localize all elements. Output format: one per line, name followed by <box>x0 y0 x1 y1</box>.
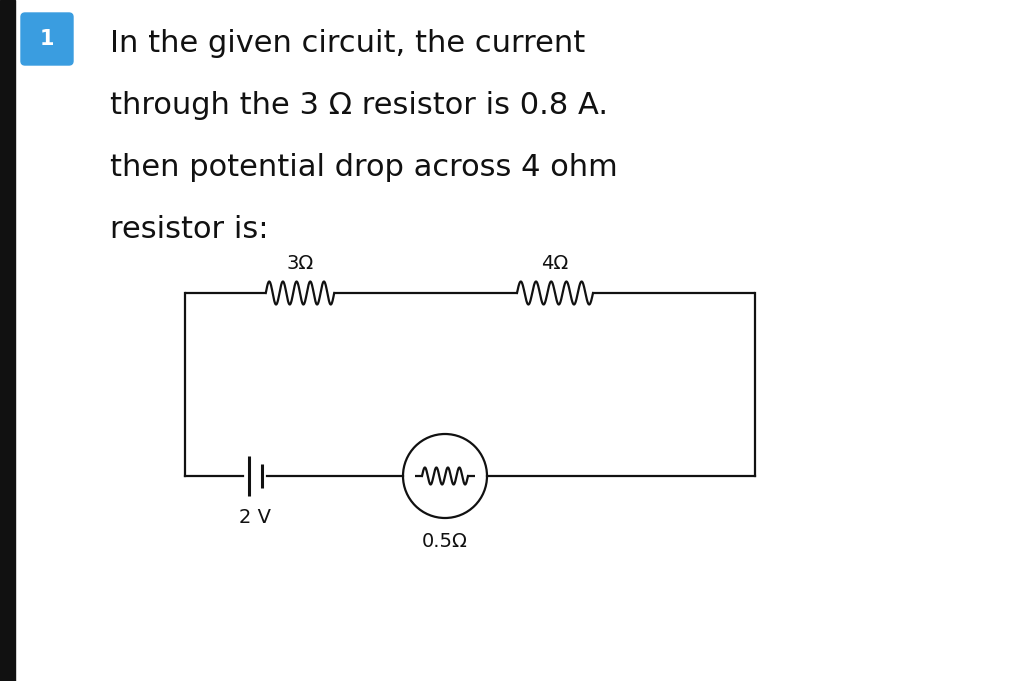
Text: 4Ω: 4Ω <box>542 254 568 273</box>
Text: resistor is:: resistor is: <box>110 215 268 244</box>
FancyBboxPatch shape <box>22 13 73 65</box>
Text: 2 V: 2 V <box>239 508 271 527</box>
Bar <box>0 0 15 681</box>
Text: then potential drop across 4 ohm: then potential drop across 4 ohm <box>110 153 617 182</box>
Text: 1: 1 <box>40 29 54 49</box>
Text: In the given circuit, the current: In the given circuit, the current <box>110 29 586 57</box>
Text: 3Ω: 3Ω <box>287 254 313 273</box>
Text: through the 3 Ω resistor is 0.8 A.: through the 3 Ω resistor is 0.8 A. <box>110 91 608 119</box>
Text: 0.5Ω: 0.5Ω <box>422 532 468 551</box>
